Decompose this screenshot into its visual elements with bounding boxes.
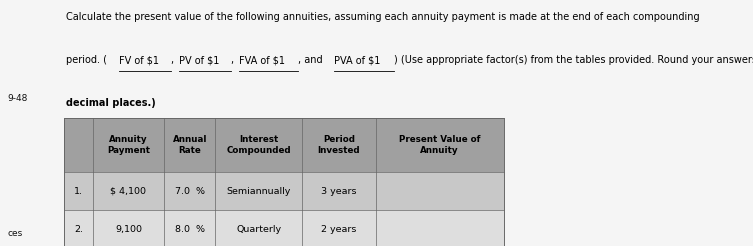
Text: Interest
Compounded: Interest Compounded — [227, 136, 291, 155]
Text: ,: , — [231, 55, 237, 65]
Text: Period
Invested: Period Invested — [318, 136, 360, 155]
Text: 8.0  %: 8.0 % — [175, 225, 205, 234]
Text: Quarterly: Quarterly — [236, 225, 281, 234]
Text: Calculate the present value of the following annuities, assuming each annuity pa: Calculate the present value of the follo… — [66, 12, 700, 22]
Text: 2 years: 2 years — [322, 225, 356, 234]
Text: 3 years: 3 years — [321, 187, 357, 196]
Text: 9-48: 9-48 — [8, 94, 28, 103]
Text: Present Value of
Annuity: Present Value of Annuity — [399, 136, 480, 155]
Text: 9,100: 9,100 — [115, 225, 142, 234]
Text: decimal places.): decimal places.) — [66, 98, 156, 108]
Text: , and: , and — [298, 55, 326, 65]
Text: Annuity
Payment: Annuity Payment — [107, 136, 150, 155]
Text: 1.: 1. — [74, 187, 83, 196]
Text: PV of $1: PV of $1 — [179, 55, 219, 65]
Text: FV of $1: FV of $1 — [119, 55, 159, 65]
Text: ,: , — [171, 55, 177, 65]
Text: Semiannually: Semiannually — [227, 187, 291, 196]
Text: 7.0  %: 7.0 % — [175, 187, 205, 196]
Text: ) (Use appropriate factor(s) from the tables provided. Round your answers to 2: ) (Use appropriate factor(s) from the ta… — [394, 55, 753, 65]
Text: ces: ces — [8, 229, 23, 238]
Text: FVA of $1: FVA of $1 — [239, 55, 285, 65]
Text: $ 4,100: $ 4,100 — [111, 187, 146, 196]
Text: period. (: period. ( — [66, 55, 107, 65]
Text: Annual
Rate: Annual Rate — [172, 136, 207, 155]
Text: PVA of $1: PVA of $1 — [334, 55, 380, 65]
Text: 2.: 2. — [74, 225, 83, 234]
